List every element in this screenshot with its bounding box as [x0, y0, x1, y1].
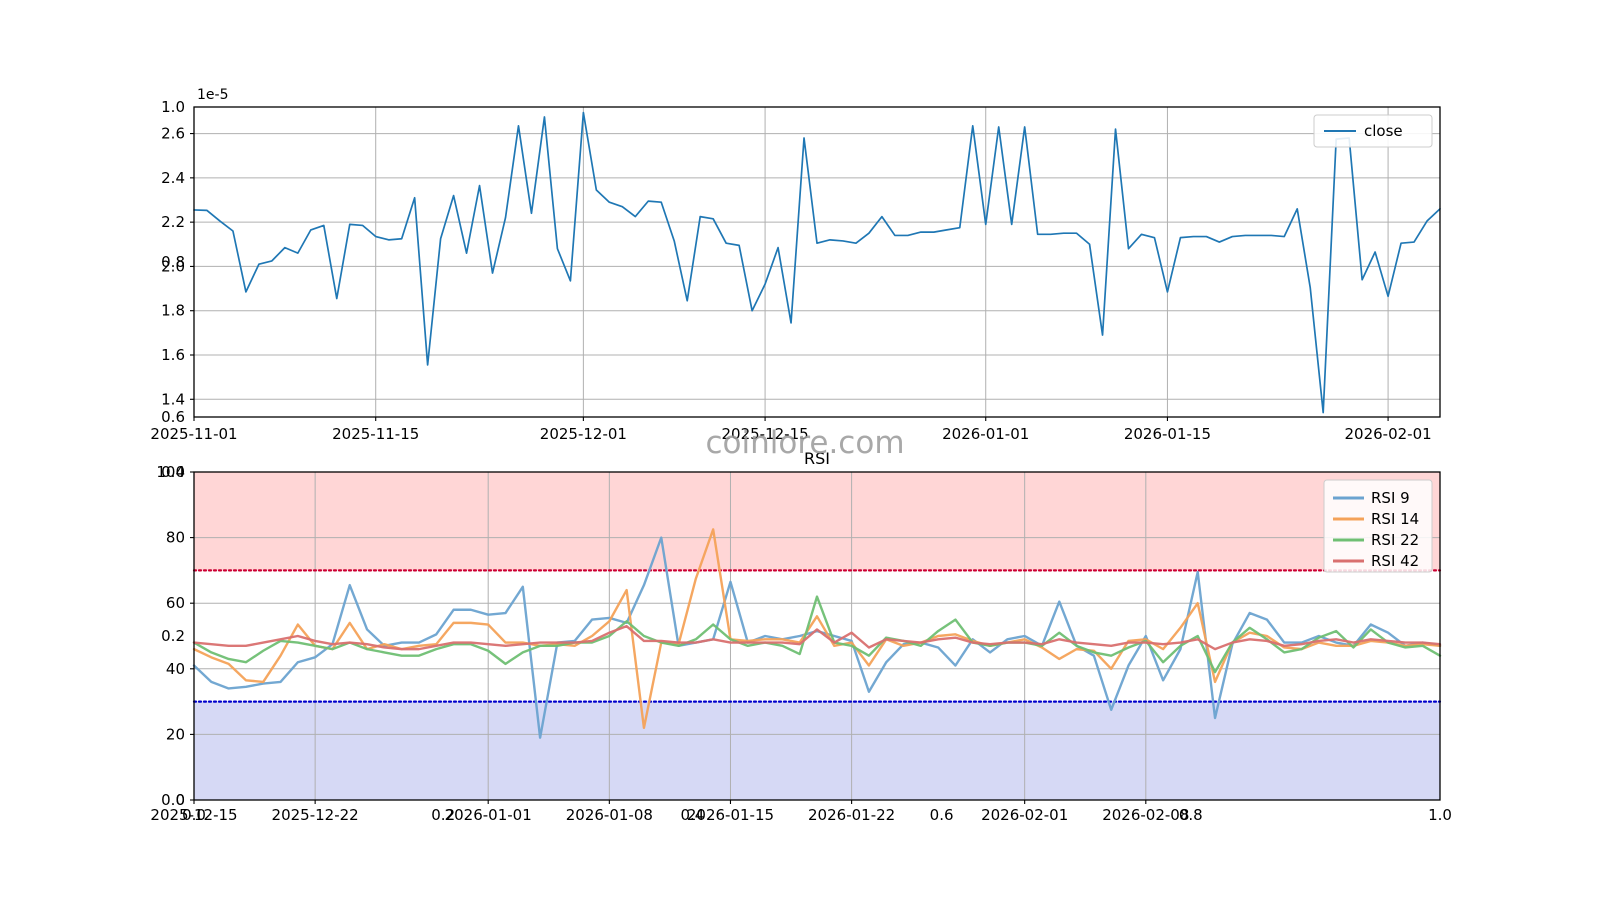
rsi-legend-label-rsi-14: RSI 14	[1371, 510, 1419, 528]
rsi-ytick-label: 80	[166, 529, 185, 547]
rsi-xtick-label: 2025-12-22	[272, 806, 359, 824]
rsi-xtick-label: 2025-12-15	[150, 806, 237, 824]
price-xtick-label: 2025-11-01	[150, 425, 237, 443]
rsi-secondary-xtick-label: 0.4	[680, 806, 704, 824]
rsi-ytick-label: 20	[166, 725, 185, 743]
price-ytick-label: 2.4	[161, 169, 185, 187]
rsi-ytick-label: 100	[156, 463, 185, 481]
rsi-xtick-label: 2026-01-01	[445, 806, 532, 824]
rsi-legend-label-rsi-22: RSI 22	[1371, 531, 1419, 549]
price-y-offset-label: 1e-5	[197, 87, 228, 103]
rsi-secondary-xtick-label: 0.8	[1179, 806, 1203, 824]
rsi-legend-box	[1323, 479, 1433, 573]
rsi-secondary-ytick-label: 0.0	[161, 791, 185, 809]
price-ytick-label: 1.4	[161, 390, 185, 408]
rsi-xtick-label: 2026-01-08	[566, 806, 653, 824]
rsi-legend: RSI 9 RSI 14 RSI 22 RSI 42	[1323, 479, 1433, 573]
price-xtick-label: 2025-11-15	[332, 425, 419, 443]
rsi-axes-frame	[193, 471, 1441, 801]
rsi-secondary-xtick-label: 1.0	[1428, 806, 1452, 824]
rsi-xtick-label: 2026-02-08	[1102, 806, 1189, 824]
rsi-legend-label-rsi-42: RSI 42	[1371, 552, 1419, 570]
rsi-series-rsi-42	[192, 624, 1442, 651]
price-secondary-ytick-label: 1.0	[161, 98, 185, 116]
price-xtick-label: 2026-01-15	[1124, 425, 1211, 443]
price-ytick-label: 2.2	[161, 213, 185, 231]
rsi-legend-label-rsi-9: RSI 9	[1371, 489, 1410, 507]
price-ytick-label: 2.6	[161, 125, 185, 143]
rsi-xtick-label: 2026-01-15	[687, 806, 774, 824]
rsi-secondary-xtick-label: 0.2	[431, 806, 455, 824]
rsi-ytick-label: 40	[166, 660, 185, 678]
price-secondary-ytick-label: 0.6	[161, 408, 185, 426]
rsi-xtick-label: 2026-01-22	[808, 806, 895, 824]
rsi-ytick-label: 60	[166, 594, 185, 612]
rsi-secondary-xtick-label: 0.0	[182, 806, 206, 824]
price-axes-frame	[193, 106, 1441, 418]
price-series-close	[193, 111, 1441, 414]
rsi-xtick-label: 2026-02-01	[981, 806, 1068, 824]
price-xtick-label: 2026-01-01	[942, 425, 1029, 443]
price-ytick-label: 1.8	[161, 302, 185, 320]
price-xtick-label: 2025-12-01	[540, 425, 627, 443]
rsi-secondary-ytick-label: 0.4	[161, 463, 185, 481]
rsi-ytick-label: 0	[175, 791, 185, 809]
price-xtick-label: 2025-12-15	[721, 425, 808, 443]
watermark-text: coinlore.com	[705, 425, 904, 461]
price-secondary-ytick-label: 0.8	[161, 253, 185, 271]
price-ytick-label: 1.6	[161, 346, 185, 364]
price-legend-box	[1313, 114, 1433, 148]
price-xtick-label: 2026-02-01	[1344, 425, 1431, 443]
price-legend-label-close: close	[1364, 122, 1403, 140]
rsi-overbought-band	[194, 472, 1440, 571]
rsi-secondary-ytick-label: 0.2	[161, 627, 185, 645]
rsi-secondary-xtick-label: 0.6	[930, 806, 954, 824]
rsi-panel: 0 20 40 60 80 100 0.0 0.2 0.4 2025-12-15 2025-12-2…	[150, 449, 1452, 824]
rsi-oversold-band	[194, 701, 1440, 800]
price-panel: 1.4 1.6 1.8 2.0 2.2 2.4 2.6 0.6 0.8 1.0 2025-11-01…	[150, 87, 1441, 443]
rsi-panel-title: RSI	[804, 449, 830, 468]
price-legend: close	[1313, 114, 1433, 148]
price-plot-background	[194, 107, 1440, 417]
price-ytick-label: 2.0	[161, 257, 185, 275]
